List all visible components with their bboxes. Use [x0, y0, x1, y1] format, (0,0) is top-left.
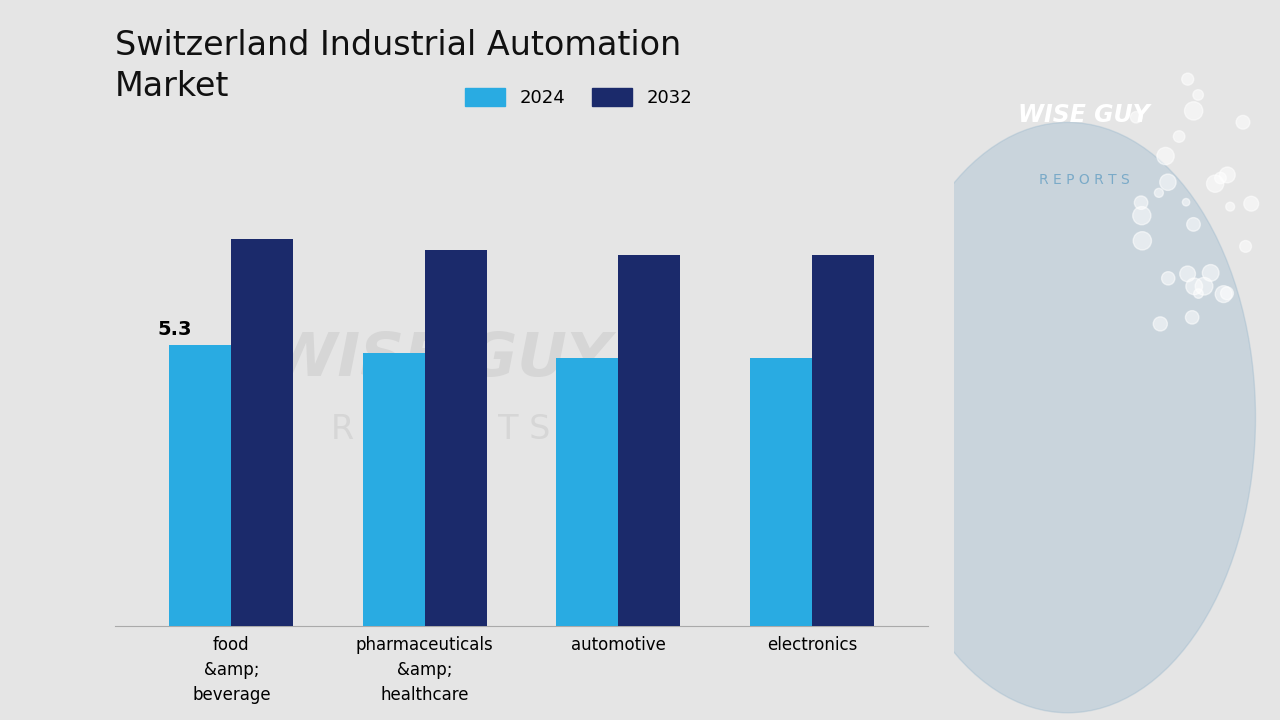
Text: WISE GUY: WISE GUY — [1019, 103, 1149, 127]
Bar — [364, 354, 425, 626]
Bar — [232, 239, 293, 626]
Bar — [169, 345, 232, 626]
Point — [1184, 281, 1204, 292]
Point — [1130, 197, 1151, 208]
Bar — [618, 255, 680, 626]
Point — [1217, 169, 1238, 181]
Point — [1132, 235, 1152, 246]
Bar — [425, 250, 486, 626]
Point — [1220, 201, 1240, 212]
Point — [1217, 287, 1238, 299]
Legend: 2024, 2032: 2024, 2032 — [458, 81, 699, 114]
Point — [1188, 288, 1208, 300]
Point — [1233, 117, 1253, 128]
Point — [1176, 197, 1197, 208]
Point — [1194, 281, 1215, 292]
Text: 5.3: 5.3 — [157, 320, 192, 338]
Point — [1183, 219, 1203, 230]
Bar — [812, 255, 874, 626]
Point — [1132, 210, 1152, 222]
Ellipse shape — [881, 122, 1256, 713]
Point — [1213, 289, 1234, 300]
Point — [1178, 73, 1198, 85]
Point — [1235, 240, 1256, 252]
Text: WISE GUY: WISE GUY — [270, 330, 611, 389]
Point — [1178, 268, 1198, 279]
Text: R E P O R T S: R E P O R T S — [330, 413, 550, 446]
Point — [1156, 150, 1176, 162]
Point — [1184, 105, 1204, 117]
Text: R E P O R T S: R E P O R T S — [1039, 173, 1129, 187]
Point — [1158, 273, 1179, 284]
Point — [1169, 131, 1189, 143]
Point — [1204, 178, 1225, 189]
Point — [1157, 176, 1178, 188]
Point — [1201, 267, 1221, 279]
Point — [1188, 89, 1208, 101]
Point — [1181, 312, 1202, 323]
Bar — [557, 359, 618, 626]
Point — [1211, 172, 1231, 184]
Point — [1242, 198, 1262, 210]
Point — [1148, 187, 1169, 199]
Text: Switzerland Industrial Automation
Market: Switzerland Industrial Automation Market — [115, 29, 681, 103]
Bar — [750, 359, 812, 626]
Point — [1126, 112, 1147, 123]
Point — [1149, 318, 1170, 330]
